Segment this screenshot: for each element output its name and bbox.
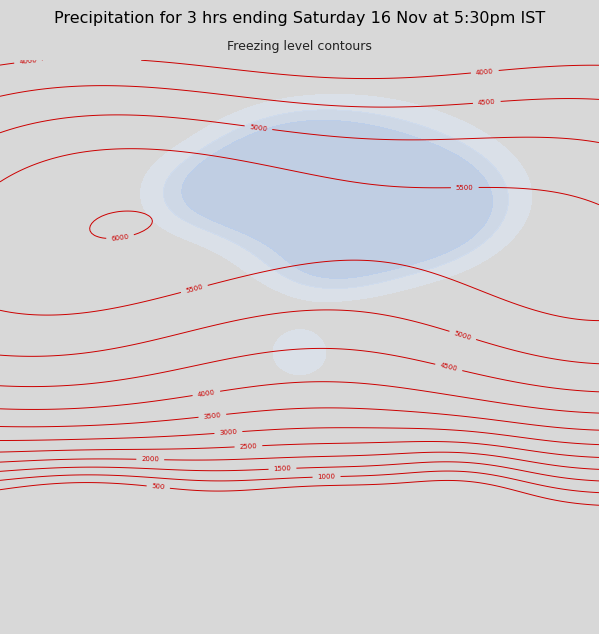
Text: 6000: 6000 [111, 234, 129, 242]
Text: 2500: 2500 [240, 443, 258, 450]
Text: 2000: 2000 [141, 456, 159, 463]
Text: Freezing level contours: Freezing level contours [227, 41, 372, 53]
Text: 4000: 4000 [19, 58, 37, 65]
Text: 3000: 3000 [219, 429, 238, 436]
Text: 5000: 5000 [453, 330, 472, 341]
Text: 1500: 1500 [273, 465, 292, 472]
Text: Precipitation for 3 hrs ending Saturday 16 Nov at 5:30pm IST: Precipitation for 3 hrs ending Saturday … [54, 11, 545, 25]
Text: 4500: 4500 [440, 363, 458, 372]
Text: 4000: 4000 [476, 68, 494, 75]
Text: 5000: 5000 [249, 124, 268, 132]
Text: 5500: 5500 [456, 184, 474, 191]
Text: 1000: 1000 [317, 474, 335, 480]
Text: 5500: 5500 [185, 284, 204, 294]
Text: 4000: 4000 [197, 389, 216, 398]
Text: 4500: 4500 [478, 99, 496, 106]
Text: 3500: 3500 [203, 412, 222, 420]
Text: 500: 500 [152, 484, 165, 491]
